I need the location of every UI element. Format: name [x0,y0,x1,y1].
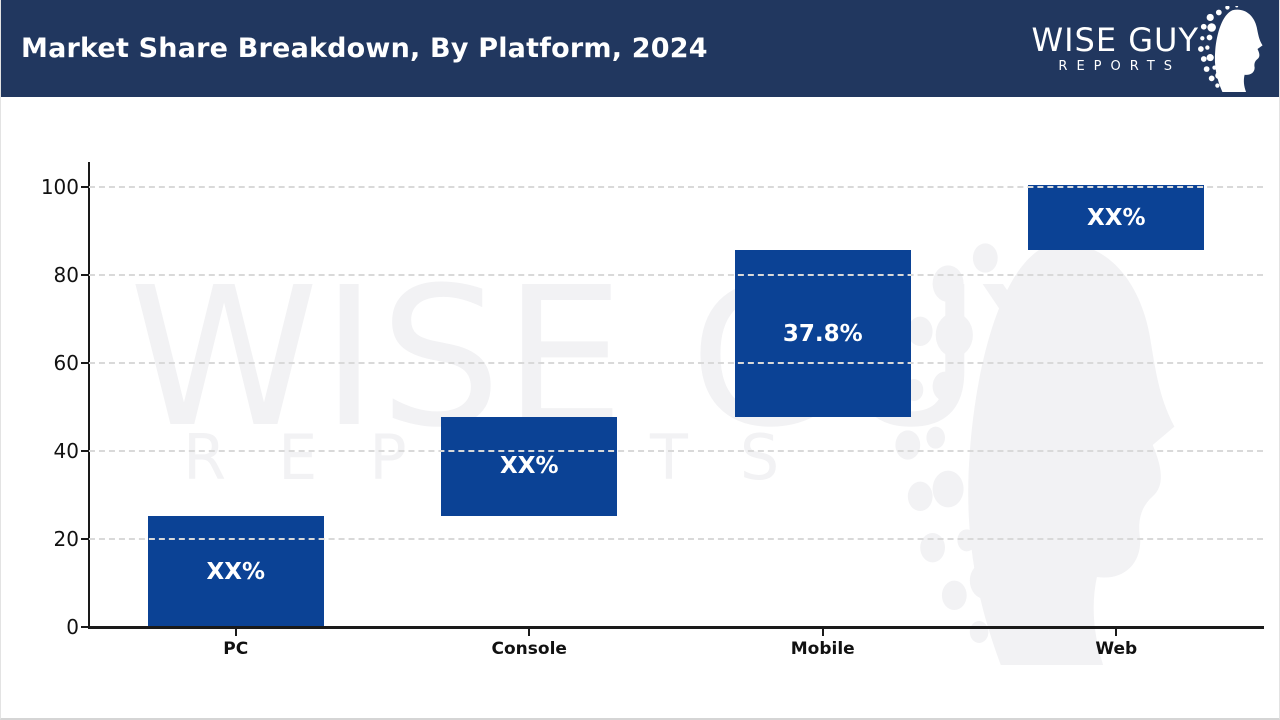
y-axis-tick-label: 0 [66,615,79,639]
header-bar: Market Share Breakdown, By Platform, 202… [1,0,1279,97]
bar-value-label: XX% [1086,204,1146,231]
grid-line [89,362,1263,364]
y-tick-mark [81,186,89,188]
x-tick-mark [528,629,531,636]
y-axis-tick-label: 100 [40,175,79,199]
y-tick-mark [81,274,89,276]
bar-value-label: XX% [499,453,559,480]
x-tick-mark [234,629,237,636]
chart-area: WISE GUY REPORTS 020406080100XX%PCXX%Con… [1,97,1279,718]
x-tick-mark [1115,629,1118,636]
x-axis-tick-label: Web [1095,639,1138,659]
x-axis-tick-label: Console [491,639,567,659]
page-title: Market Share Breakdown, By Platform, 202… [21,33,708,64]
wise-guy-reports-logo: WISE GUY REPORTS [1031,5,1267,92]
bar-value-label: 37.8% [782,320,863,347]
y-axis-line [88,162,90,629]
grid-line [89,450,1263,452]
bar [147,516,324,627]
x-axis-tick-label: PC [223,639,249,659]
y-tick-mark [81,538,89,540]
y-tick-mark [81,362,89,364]
y-tick-mark [81,450,89,452]
bar [441,416,618,517]
x-tick-mark [821,629,824,636]
bar [734,250,911,417]
grid-line [89,538,1263,540]
y-axis-tick-label: 80 [53,263,79,287]
y-tick-mark [81,626,89,628]
y-axis-tick-label: 60 [53,351,79,375]
logo-subtext: REPORTS [1058,59,1182,75]
y-axis-tick-label: 20 [53,527,79,551]
x-axis-tick-label: Mobile [790,639,855,659]
grid-line [89,186,1263,188]
dot-head-icon [1198,5,1263,92]
bar [1028,184,1205,251]
watermark-dot-head-icon [895,243,1175,665]
grid-line [89,274,1263,276]
bar-value-label: XX% [206,558,265,585]
x-axis-line [88,626,1264,629]
y-axis-tick-label: 40 [53,439,79,463]
logo-wordmark: WISE GUY [1031,20,1199,59]
logo-text: WISE GUY REPORTS [1031,20,1199,75]
